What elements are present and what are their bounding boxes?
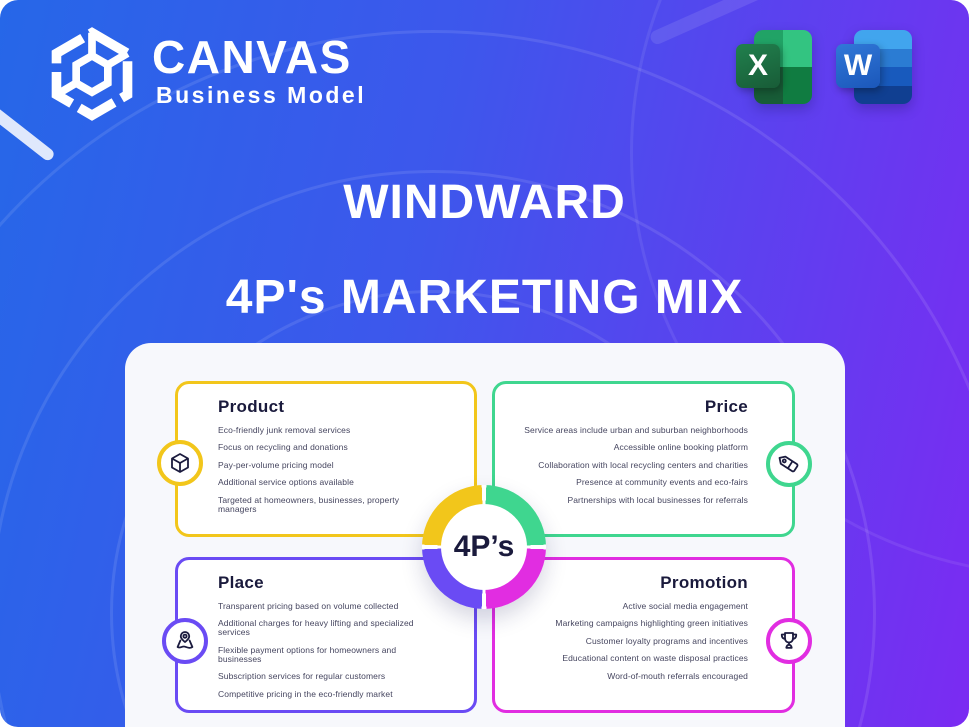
brand-tagline: Business Model	[156, 82, 367, 108]
promotion-item: Active social media engagement	[622, 601, 748, 611]
promotion-item: Educational content on waste disposal pr…	[562, 653, 748, 664]
price-item: Accessible online booking platform	[613, 442, 748, 453]
quadrant-place-title: Place	[218, 573, 264, 592]
place-item: Flexible payment options for homeowners …	[218, 644, 397, 664]
excel-badge: X	[736, 44, 780, 88]
quadrant-price: Price Service areas include urban and su…	[492, 381, 795, 537]
product-item: Pay-per-volume pricing model	[218, 459, 334, 470]
center-label-circle: 4P’s	[441, 504, 527, 590]
price-item: Partnerships with local businesses for r…	[567, 494, 748, 505]
promotion-item: Customer loyalty programs and incentives	[585, 635, 748, 646]
product-item: Targeted at homeowners, businesses, prop…	[218, 494, 400, 514]
center-label: 4P’s	[453, 530, 515, 563]
place-item: Transparent pricing based on volume coll…	[218, 601, 399, 611]
center-ring: 4P’s	[422, 485, 546, 609]
price-item: Service areas include urban and suburban…	[524, 425, 748, 435]
place-item: Additional charges for heavy lifting and…	[218, 618, 414, 638]
brand-name: CANVAS	[152, 31, 352, 83]
quadrant-place: Place Transparent pricing based on volum…	[175, 557, 477, 713]
excel-letter: X	[747, 49, 768, 82]
place-item: Competitive pricing in the eco-friendly …	[218, 688, 393, 699]
product-item: Eco-friendly junk removal services	[218, 425, 351, 435]
product-item: Focus on recycling and donations	[218, 442, 348, 453]
price-tag-icon	[766, 441, 812, 487]
price-item: Presence at community events and eco-fai…	[576, 477, 748, 488]
word-letter: W	[843, 49, 873, 82]
promotion-item: Marketing campaigns highlighting green i…	[555, 618, 748, 629]
diagram-card: Product Eco-friendly junk removal servic…	[125, 343, 845, 727]
quadrant-price-title: Price	[704, 397, 748, 416]
page-title: 4P's MARKETING MIX	[225, 271, 744, 324]
word-badge: W	[836, 44, 880, 88]
quadrant-product: Product Eco-friendly junk removal servic…	[175, 381, 477, 537]
map-location-icon	[162, 618, 208, 664]
product-item: Additional service options available	[218, 477, 354, 488]
cube-icon	[157, 440, 203, 486]
promotion-item: Word-of-mouth referrals encouraged	[607, 670, 748, 681]
quadrant-product-title: Product	[218, 397, 285, 416]
price-item: Collaboration with local recycling cente…	[538, 459, 748, 470]
word-icon[interactable]: W	[836, 30, 912, 104]
canvas-hexagon-logo-icon	[51, 27, 133, 121]
quadrant-promotion: Promotion Active social media engagement…	[492, 557, 795, 713]
place-item: Subscription services for regular custom…	[218, 671, 386, 682]
excel-icon[interactable]: X	[736, 30, 812, 104]
company-title: WINDWARD	[343, 176, 626, 229]
quadrant-promotion-title: Promotion	[660, 573, 748, 592]
trophy-icon	[766, 618, 812, 664]
